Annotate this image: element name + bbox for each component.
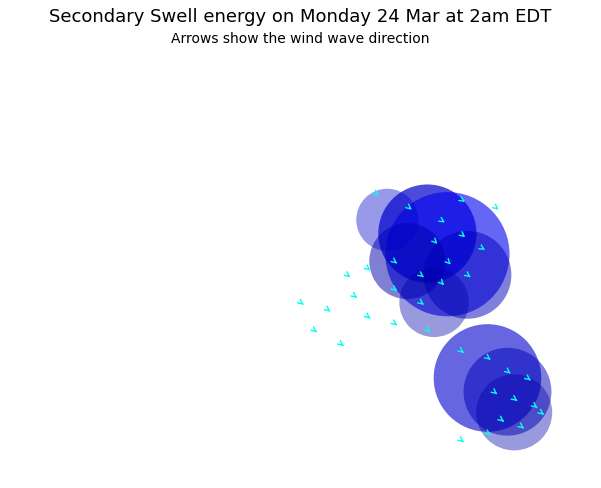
Point bbox=[442, 251, 452, 259]
Point bbox=[423, 230, 432, 238]
Point bbox=[382, 217, 392, 224]
Point bbox=[483, 374, 492, 382]
Point bbox=[502, 388, 512, 396]
Point bbox=[429, 299, 439, 306]
Point bbox=[463, 271, 472, 279]
Text: Arrows show the wind wave direction: Arrows show the wind wave direction bbox=[171, 32, 430, 46]
Point bbox=[510, 408, 519, 416]
Point bbox=[403, 258, 412, 265]
Text: Secondary Swell energy on Monday 24 Mar at 2am EDT: Secondary Swell energy on Monday 24 Mar … bbox=[49, 8, 552, 26]
